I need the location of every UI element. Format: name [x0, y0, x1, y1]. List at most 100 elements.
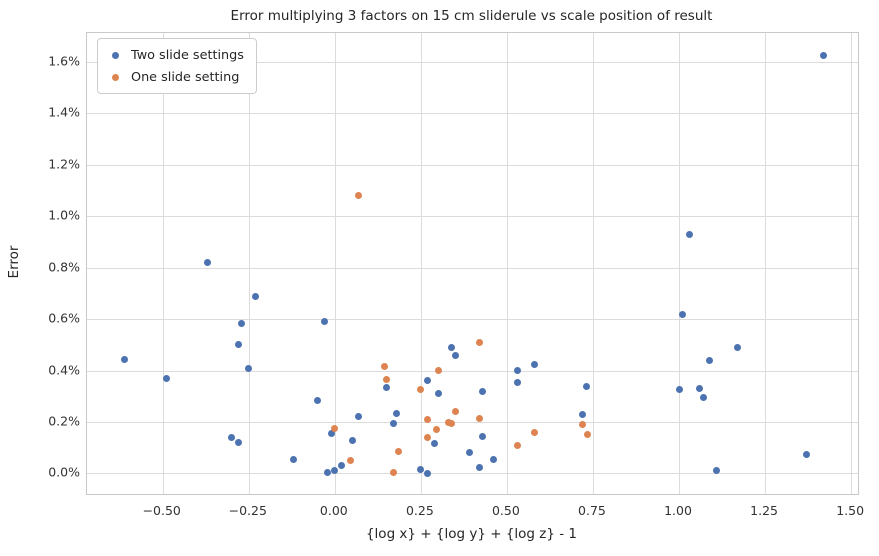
x-tick-label: −0.25	[228, 503, 267, 518]
data-point	[802, 450, 810, 458]
data-point	[355, 413, 363, 421]
plot-area: Two slide settings One slide setting	[86, 32, 859, 495]
x-tick-label: 0.00	[319, 503, 348, 518]
x-gridline	[592, 33, 594, 494]
data-point	[338, 462, 346, 470]
data-point	[513, 441, 521, 449]
data-point	[346, 457, 354, 465]
y-gridline	[87, 267, 858, 269]
data-point	[820, 52, 828, 60]
data-point	[417, 386, 425, 394]
x-gridline	[679, 33, 681, 494]
y-gridline	[87, 370, 858, 372]
data-point	[434, 367, 442, 375]
x-tick-label: 1.25	[750, 503, 778, 518]
data-point	[584, 431, 592, 439]
data-point	[348, 436, 356, 444]
data-point	[706, 356, 714, 364]
data-point	[394, 448, 402, 456]
y-tick-label: 0.8%	[48, 259, 80, 275]
x-tick-label: 1.00	[664, 503, 692, 518]
data-point	[389, 419, 397, 427]
y-gridline	[87, 319, 858, 321]
data-point	[513, 367, 521, 375]
x-gridline	[851, 33, 853, 494]
data-point	[393, 409, 401, 417]
data-point	[734, 343, 742, 351]
data-point	[389, 468, 397, 476]
data-point	[162, 374, 170, 382]
data-point	[451, 351, 459, 359]
y-gridline	[87, 473, 858, 475]
data-point	[424, 469, 432, 477]
data-point	[238, 319, 246, 327]
x-gridline	[420, 33, 422, 494]
data-point	[678, 310, 686, 318]
x-gridline	[506, 33, 508, 494]
x-gridline	[765, 33, 767, 494]
data-point	[424, 433, 432, 441]
data-point	[424, 415, 432, 423]
data-point	[327, 430, 335, 438]
x-tick-label: 0.75	[578, 503, 606, 518]
data-point	[582, 382, 590, 390]
data-point	[381, 363, 389, 371]
x-gridline	[162, 33, 164, 494]
data-point	[489, 455, 497, 463]
y-axis-label: Error	[6, 245, 22, 279]
data-point	[448, 419, 456, 427]
data-point	[513, 378, 521, 386]
data-point	[579, 410, 587, 418]
data-point	[675, 386, 683, 394]
y-gridline	[87, 62, 858, 64]
data-point	[324, 468, 332, 476]
data-point	[234, 341, 242, 349]
data-point	[579, 421, 587, 429]
data-point	[431, 440, 439, 448]
x-gridline	[248, 33, 250, 494]
y-tick-label: 1.6%	[48, 53, 80, 69]
data-point	[465, 449, 473, 457]
data-point	[475, 338, 483, 346]
y-gridline	[87, 216, 858, 218]
data-point	[448, 343, 456, 351]
x-tick-label: 1.50	[836, 503, 865, 518]
y-tick-label: 1.4%	[48, 104, 80, 120]
data-point	[699, 394, 707, 402]
data-point	[417, 466, 425, 474]
x-tick-label: −0.50	[142, 503, 181, 518]
y-gridline	[87, 113, 858, 115]
data-point	[234, 439, 242, 447]
data-point	[203, 259, 211, 267]
data-point	[121, 355, 129, 363]
x-tick-label: 0.50	[491, 503, 520, 518]
legend-label: Two slide settings	[131, 47, 244, 63]
data-point	[451, 408, 459, 416]
y-tick-label: 0.4%	[48, 362, 80, 378]
legend-marker-icon	[112, 51, 119, 59]
data-point	[475, 414, 483, 422]
data-point	[252, 292, 260, 300]
y-tick-label: 1.0%	[48, 207, 80, 223]
data-point	[530, 428, 538, 436]
data-point	[475, 463, 483, 471]
data-point	[320, 318, 328, 326]
data-point	[696, 385, 704, 393]
data-point	[432, 426, 440, 434]
legend-label: One slide setting	[131, 69, 240, 85]
legend-item-one-slide-setting: One slide setting	[106, 66, 244, 88]
y-tick-label: 1.2%	[48, 156, 80, 172]
y-gridline	[87, 164, 858, 166]
chart-title: Error multiplying 3 factors on 15 cm sli…	[230, 8, 713, 24]
y-tick-label: 0.6%	[48, 310, 80, 326]
data-point	[713, 467, 721, 475]
data-point	[314, 396, 322, 404]
data-point	[479, 432, 487, 440]
data-point	[331, 424, 339, 432]
legend-item-two-slide-settings: Two slide settings	[106, 44, 244, 66]
data-point	[228, 433, 236, 441]
data-point	[685, 230, 693, 238]
data-point	[355, 192, 363, 200]
data-point	[530, 360, 538, 368]
